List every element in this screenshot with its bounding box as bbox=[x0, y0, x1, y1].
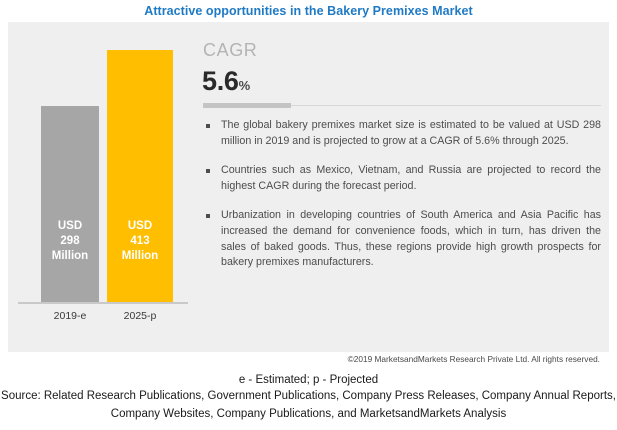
bar-2019-label-line2: 298 bbox=[60, 235, 80, 247]
bullet-square-icon bbox=[206, 124, 210, 128]
bar-2025-label-line3: Million bbox=[121, 250, 159, 262]
bar-2019-label-line3: Million bbox=[51, 250, 89, 262]
chart-baseline bbox=[18, 302, 188, 304]
bar-chart: USD 298 Million USD 413 Million 2019-e 2… bbox=[8, 22, 193, 352]
bar-2019: USD 298 Million bbox=[41, 106, 99, 302]
cagr-percent-symbol: % bbox=[238, 78, 251, 93]
bar-2019-label-line1: USD bbox=[57, 220, 83, 232]
cagr-divider-thick bbox=[203, 103, 291, 108]
bar-2025: USD 413 Million bbox=[107, 50, 173, 302]
cagr-number: 5.6 bbox=[202, 66, 239, 96]
bullet-text: The global bakery premixes market size i… bbox=[221, 119, 601, 147]
source-note: Source: Related Research Publications, G… bbox=[1, 390, 616, 420]
infographic-panel: USD 298 Million USD 413 Million 2019-e 2… bbox=[8, 22, 609, 352]
bullet-square-icon bbox=[206, 214, 210, 218]
bar-2025-label-line2: 413 bbox=[130, 235, 150, 247]
cagr-label: CAGR bbox=[203, 40, 258, 60]
bar-2025-label-line1: USD bbox=[127, 220, 153, 232]
x-axis-label-2025: 2025-p bbox=[123, 310, 157, 322]
page-title: Attractive opportunities in the Bakery P… bbox=[144, 4, 473, 18]
bullet-list: The global bakery premixes market size i… bbox=[203, 118, 601, 271]
bullet-text: Urbanization in developing countries of … bbox=[221, 209, 601, 269]
bar-2019-label: USD 298 Million bbox=[41, 219, 99, 264]
list-item: The global bakery premixes market size i… bbox=[203, 118, 601, 149]
bullet-square-icon bbox=[206, 169, 210, 173]
cagr-value: 5.6% bbox=[202, 66, 250, 97]
copyright-notice: ©2019 MarketsandMarkets Research Private… bbox=[347, 354, 600, 364]
insights-panel: CAGR 5.6% The global bakery premixes mar… bbox=[193, 22, 609, 352]
x-axis-label-2019: 2019-e bbox=[53, 310, 87, 322]
list-item: Urbanization in developing countries of … bbox=[203, 208, 601, 270]
list-item: Countries such as Mexico, Vietnam, and R… bbox=[203, 163, 601, 194]
bar-2025-label: USD 413 Million bbox=[107, 219, 173, 264]
cagr-divider-thin bbox=[203, 105, 601, 106]
bullet-text: Countries such as Mexico, Vietnam, and R… bbox=[221, 164, 601, 192]
cagr-divider bbox=[203, 103, 601, 108]
legend-note: e - Estimated; p - Projected bbox=[238, 374, 379, 386]
